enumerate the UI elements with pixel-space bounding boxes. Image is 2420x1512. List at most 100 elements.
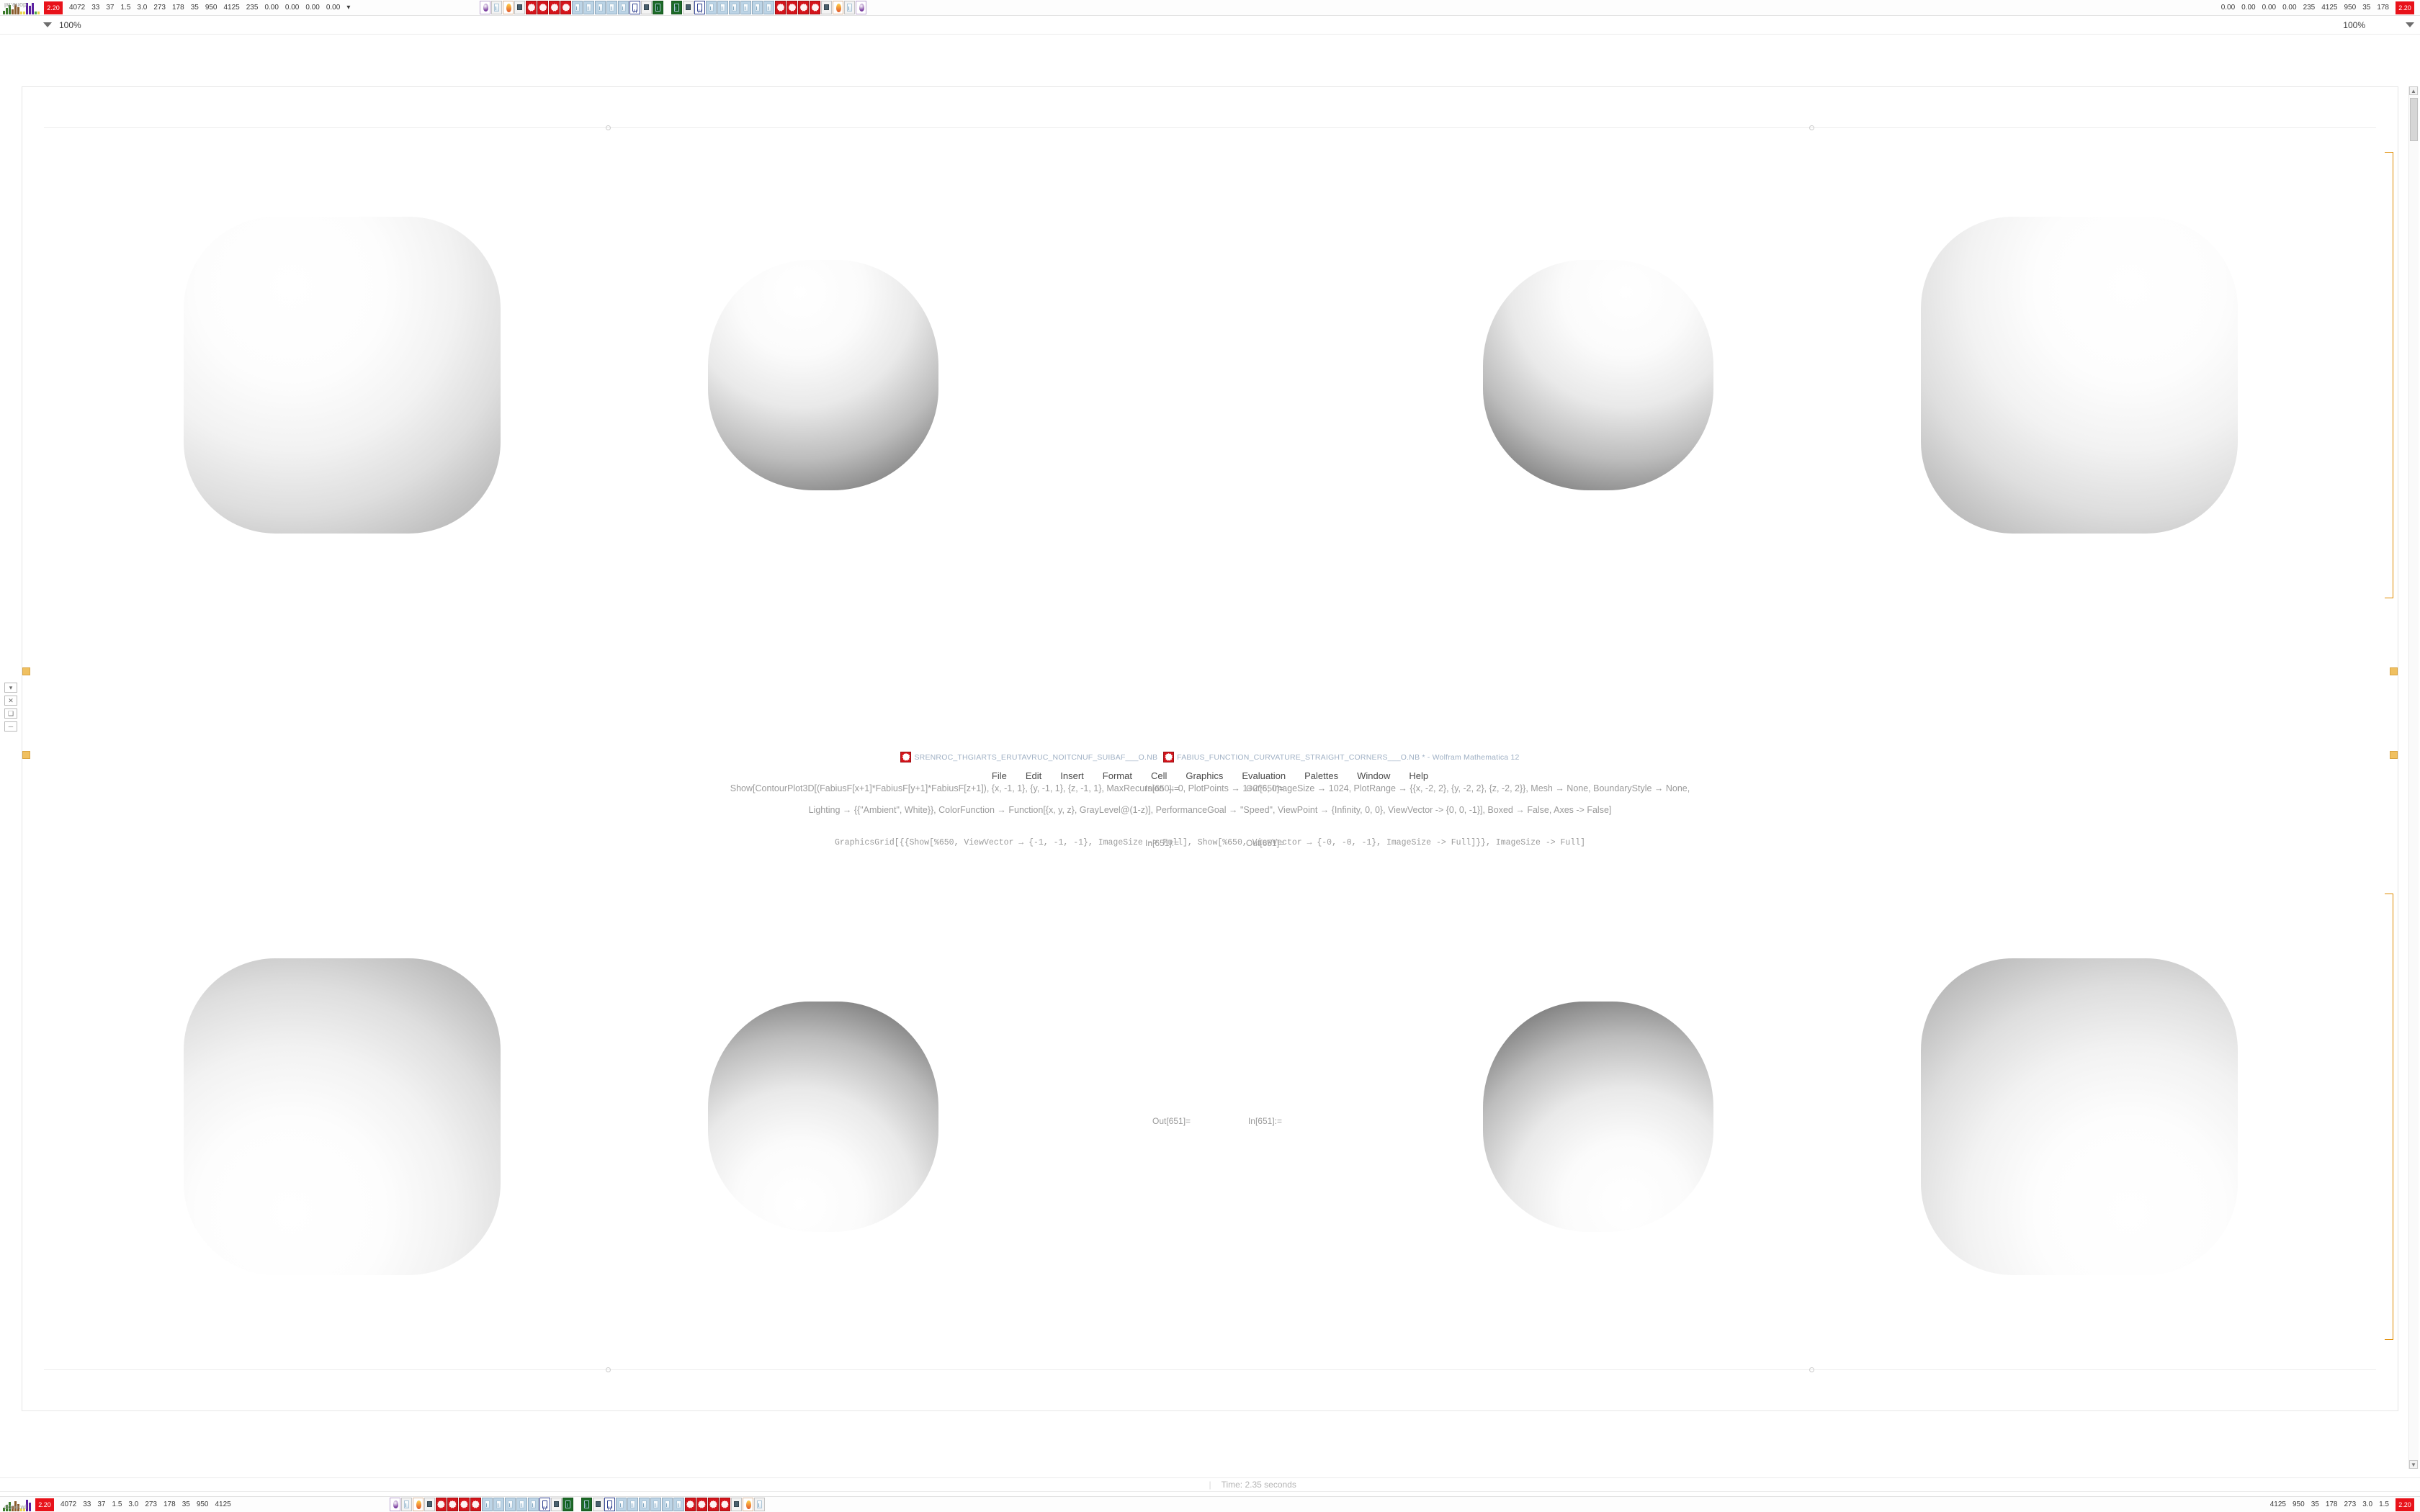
gear-red-icon[interactable] <box>458 1498 470 1511</box>
gear-red-icon[interactable] <box>470 1498 481 1511</box>
code-line-contourplot-b[interactable]: Lighting → {{"Ambient", White}}, ColorFu… <box>808 805 1612 815</box>
notebook-icon[interactable] <box>729 1 740 14</box>
menu-insert-2[interactable]: Insert <box>1060 770 1084 781</box>
taskbar-left-group[interactable] <box>480 1 867 14</box>
notebook-icon[interactable] <box>763 1 775 14</box>
scrollbar-thumb[interactable] <box>2410 98 2418 141</box>
notebook-icon[interactable] <box>673 1498 684 1511</box>
floppy-icon[interactable] <box>604 1498 615 1511</box>
screen-icon[interactable] <box>592 1498 604 1511</box>
gear-red-icon[interactable] <box>526 1 537 14</box>
flame-icon[interactable] <box>833 1 844 14</box>
rounded-cube-bottom-right[interactable] <box>1921 958 2238 1275</box>
screen-icon[interactable] <box>683 1 694 14</box>
output-graphics-row-bottom[interactable] <box>22 894 2399 1340</box>
dark-sphere-top-left[interactable] <box>708 260 938 490</box>
output-graphics-row-top[interactable] <box>22 152 2399 598</box>
minimize-icon[interactable]: ─ <box>4 721 17 732</box>
tab-fabius-d[interactable]: FABIUS_FUNCTION_CURVATURE_STRAIGHT_CORNE… <box>1163 752 1519 762</box>
menu-file-2[interactable]: File <box>991 770 1007 781</box>
tab-fabius-c[interactable]: SRENROC_THGIARTS_ERUTAVRUC_NOITCNUF_SUIB… <box>900 752 1157 762</box>
sheet-icon[interactable] <box>844 1 856 14</box>
taskbar-bottom-group[interactable] <box>389 1498 765 1511</box>
dark-sphere-bottom-right[interactable] <box>1483 1002 1713 1232</box>
gear-red-icon[interactable] <box>775 1 786 14</box>
tabbar-normal[interactable]: SRENROC_THGIARTS_ERUTAVRUC_NOITCNUF_SUIB… <box>0 752 2420 762</box>
menu-format-2[interactable]: Format <box>1102 770 1132 781</box>
notebook-icon[interactable] <box>752 1 763 14</box>
floppy-icon[interactable] <box>694 1 706 14</box>
menu-edit-2[interactable]: Edit <box>1025 770 1042 781</box>
rail-dropdown-button[interactable]: ▾ <box>4 683 17 693</box>
chevron-down-icon-right[interactable] <box>2406 22 2414 27</box>
zoom-level-value[interactable]: 100% <box>59 19 81 30</box>
scroll-up-arrow-icon[interactable]: ▲ <box>2409 86 2418 95</box>
dark-sphere-bottom-left[interactable] <box>708 1002 938 1232</box>
floppy-icon[interactable] <box>539 1498 550 1511</box>
terminal-green-icon[interactable] <box>562 1498 573 1511</box>
menu-palettes-2[interactable]: Palettes <box>1304 770 1339 781</box>
notebook-icon[interactable] <box>615 1498 627 1511</box>
notebook-icon[interactable] <box>572 1 583 14</box>
monitor-icon[interactable] <box>730 1498 742 1511</box>
chevron-down-icon[interactable] <box>43 22 52 27</box>
gear-red-icon[interactable] <box>696 1498 707 1511</box>
gear-red-icon[interactable] <box>435 1498 447 1511</box>
purple-blob-icon[interactable] <box>389 1498 400 1511</box>
gear-red-icon[interactable] <box>719 1498 730 1511</box>
menu-help-2[interactable]: Help <box>1409 770 1429 781</box>
screen-icon[interactable] <box>641 1 653 14</box>
notebook-icon[interactable] <box>516 1498 527 1511</box>
dark-sphere-top-right[interactable] <box>1483 260 1713 490</box>
menu-evaluation-2[interactable]: Evaluation <box>1242 770 1286 781</box>
gear-red-icon[interactable] <box>707 1498 719 1511</box>
cell-bracket-output-bottom[interactable] <box>2385 894 2393 1340</box>
notebook-icon[interactable] <box>717 1 729 14</box>
notebook-icon[interactable] <box>493 1498 504 1511</box>
code-line-graphicsgrid[interactable]: GraphicsGrid[{{Show[%650, ViewVector → {… <box>834 838 1586 847</box>
purple-blob-icon[interactable] <box>856 1 867 14</box>
rounded-cube-top-left[interactable] <box>184 217 501 534</box>
gear-red-icon[interactable] <box>447 1498 458 1511</box>
gear-red-icon[interactable] <box>560 1 572 14</box>
flame-icon[interactable] <box>412 1498 424 1511</box>
sheet-icon[interactable] <box>491 1 503 14</box>
chevron-down-icon[interactable]: ▾ <box>346 4 351 12</box>
notebook-icon[interactable] <box>595 1 606 14</box>
terminal-green-icon[interactable] <box>671 1 683 14</box>
gear-red-icon[interactable] <box>549 1 560 14</box>
purple-blob-icon[interactable] <box>480 1 491 14</box>
gear-red-icon[interactable] <box>537 1 549 14</box>
notebook-icon[interactable] <box>627 1498 638 1511</box>
notebook-icon[interactable] <box>504 1498 516 1511</box>
terminal-green-icon[interactable] <box>581 1498 592 1511</box>
scroll-down-arrow-icon[interactable]: ▼ <box>2409 1460 2418 1469</box>
notebook-icon[interactable] <box>661 1498 673 1511</box>
selection-handle[interactable] <box>2390 751 2398 759</box>
close-icon[interactable]: ✕ <box>4 696 17 706</box>
floppy-icon[interactable] <box>629 1 641 14</box>
cell-bracket-output-top[interactable] <box>2385 152 2393 598</box>
sheet-icon[interactable] <box>753 1498 765 1511</box>
notebook-icon[interactable] <box>606 1 618 14</box>
notebook-icon[interactable] <box>583 1 595 14</box>
sheet-icon[interactable] <box>400 1498 412 1511</box>
menubar-normal[interactable]: File Edit Insert Format Cell Graphics Ev… <box>0 770 2420 781</box>
menu-graphics-2[interactable]: Graphics <box>1186 770 1224 781</box>
menu-cell-2[interactable]: Cell <box>1150 770 1168 781</box>
vertical-scrollbar[interactable]: ▲ ▼ <box>2408 86 2419 1469</box>
screen-icon[interactable] <box>550 1498 562 1511</box>
notebook-icon[interactable] <box>527 1498 539 1511</box>
code-line-contourplot-a[interactable]: Show[ContourPlot3D[(FabiusF[x+1]*FabiusF… <box>730 783 1690 793</box>
selection-handle[interactable] <box>2390 667 2398 675</box>
selection-handle[interactable] <box>22 751 30 759</box>
zoom-level-value-right[interactable]: 100% <box>2343 19 2365 30</box>
monitor-icon[interactable] <box>821 1 833 14</box>
notebook-icon[interactable] <box>618 1 629 14</box>
gear-red-icon[interactable] <box>810 1 821 14</box>
notebook-icon[interactable] <box>638 1498 650 1511</box>
notebook-icon[interactable] <box>481 1498 493 1511</box>
notebook-icon[interactable] <box>706 1 717 14</box>
menu-window-2[interactable]: Window <box>1357 770 1391 781</box>
gear-red-icon[interactable] <box>798 1 810 14</box>
